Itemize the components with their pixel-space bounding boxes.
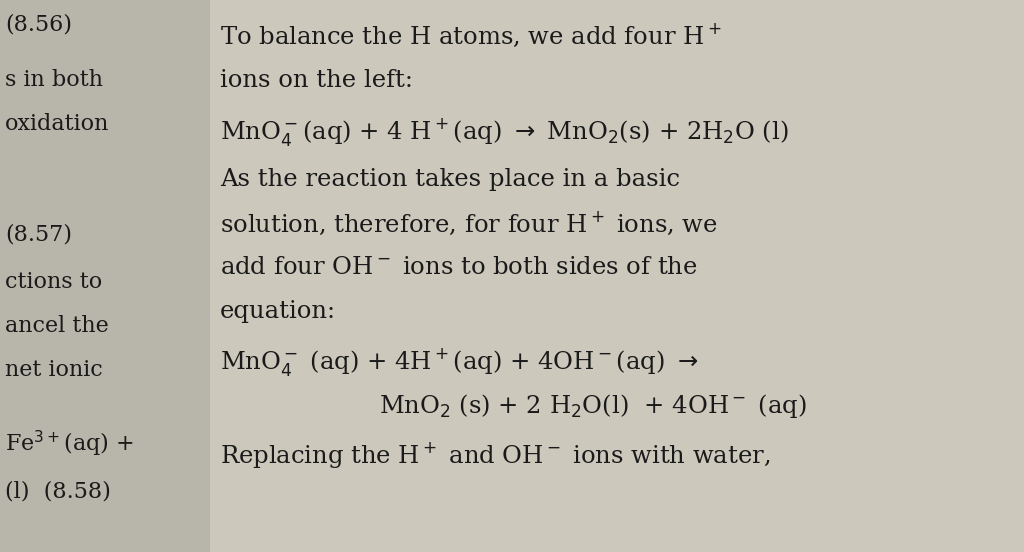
Text: ancel the: ancel the (5, 315, 109, 337)
Text: As the reaction takes place in a basic: As the reaction takes place in a basic (220, 168, 680, 191)
Text: (8.57): (8.57) (5, 224, 72, 246)
Text: (8.56): (8.56) (5, 14, 72, 36)
Text: Fe$^{3+}$(aq) +: Fe$^{3+}$(aq) + (5, 429, 134, 459)
Text: (l)  (8.58): (l) (8.58) (5, 480, 111, 502)
Text: s in both: s in both (5, 69, 103, 91)
Text: net ionic: net ionic (5, 359, 102, 381)
Text: oxidation: oxidation (5, 113, 110, 135)
Text: To balance the H atoms, we add four H$^+$: To balance the H atoms, we add four H$^+… (220, 22, 722, 50)
Text: MnO$_2$ (s) + 2 H$_2$O(l)  + 4OH$^-$ (aq): MnO$_2$ (s) + 2 H$_2$O(l) + 4OH$^-$ (aq) (379, 392, 807, 420)
Text: Replacing the H$^+$ and OH$^-$ ions with water,: Replacing the H$^+$ and OH$^-$ ions with… (220, 440, 770, 470)
FancyBboxPatch shape (0, 0, 210, 552)
Text: ions on the left:: ions on the left: (220, 68, 413, 92)
Text: add four OH$^-$ ions to both sides of the: add four OH$^-$ ions to both sides of th… (220, 256, 697, 279)
Text: MnO$_4^-$ (aq) + 4H$^+$(aq) + 4OH$^-$(aq) $\rightarrow$: MnO$_4^-$ (aq) + 4H$^+$(aq) + 4OH$^-$(aq… (220, 346, 698, 378)
Text: MnO$_4^-$(aq) + 4 H$^+$(aq) $\rightarrow$ MnO$_2$(s) + 2H$_2$O (l): MnO$_4^-$(aq) + 4 H$^+$(aq) $\rightarrow… (220, 116, 788, 148)
Text: ctions to: ctions to (5, 270, 102, 293)
Text: equation:: equation: (220, 300, 336, 323)
Text: solution, therefore, for four H$^+$ ions, we: solution, therefore, for four H$^+$ ions… (220, 210, 718, 237)
